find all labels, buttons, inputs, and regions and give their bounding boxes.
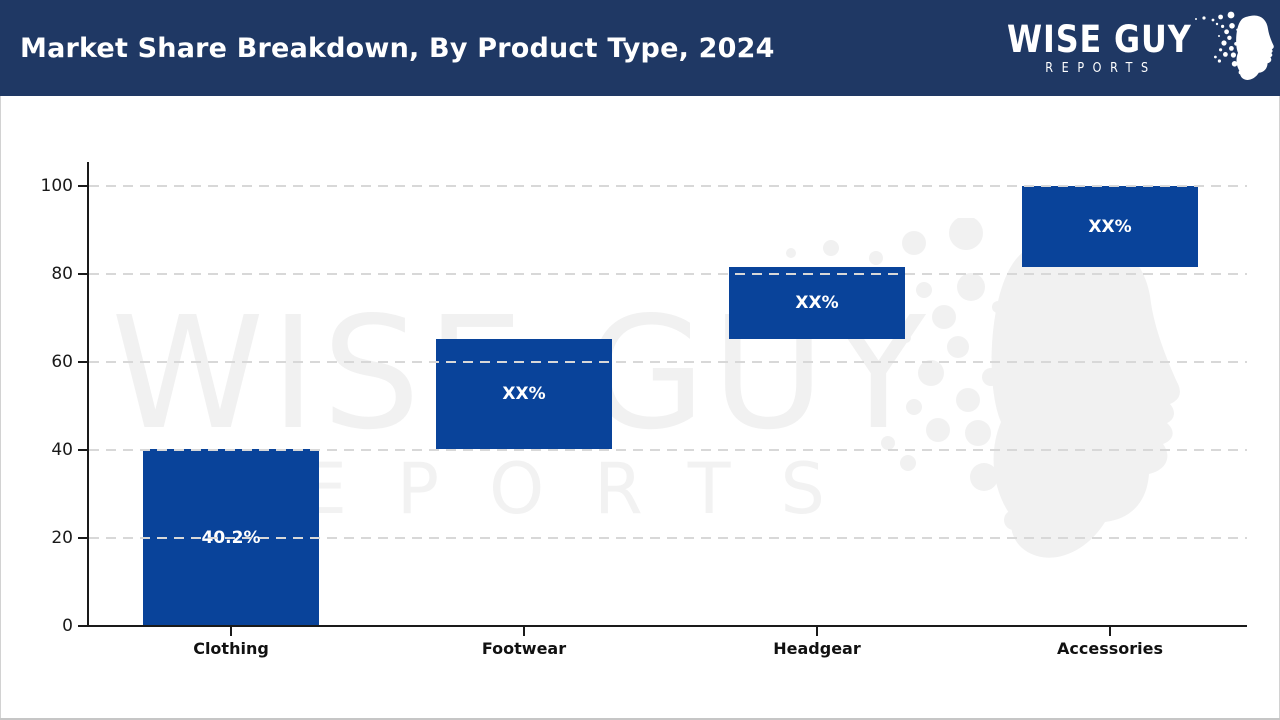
y-axis-tick-label: 60 [51,352,73,372]
x-axis-label-clothing: Clothing [193,639,269,658]
gridline-20 [89,537,1247,539]
x-axis-label-headgear: Headgear [773,639,861,658]
y-axis-tick-60 [78,361,88,363]
bar-value-label: XX% [795,293,839,314]
y-axis-tick-0 [78,625,88,627]
logo-text: WISE GUY REPORTS [1007,21,1192,76]
y-axis-tick-40 [78,449,88,451]
x-axis-line [87,625,1247,627]
wise-guy-logo: WISE GUY REPORTS [977,8,1274,88]
gridline-60 [89,361,1247,363]
chart-area: WISE GUY REPORTS 0 20 40 60 80 100 40.2% Clothi… [0,96,1280,718]
bar-headgear: XX% [729,267,905,340]
bar-accessories: XX% [1022,186,1198,268]
y-axis-tick-label: 100 [40,176,73,196]
bar-value-label: XX% [1088,216,1132,237]
x-axis-label-accessories: Accessories [1057,639,1163,658]
logo-head-icon [1195,11,1274,80]
x-axis-tick-headgear [816,627,818,636]
y-axis-tick-label: 0 [62,616,73,636]
page-title: Market Share Breakdown, By Product Type,… [20,32,775,64]
y-axis-tick-100 [78,185,88,187]
x-axis-tick-clothing [230,627,232,636]
bar-footwear: XX% [436,339,612,450]
gridline-100 [89,185,1247,187]
y-axis-tick-20 [78,537,88,539]
bar-value-label: XX% [502,384,546,405]
header-bar: Market Share Breakdown, By Product Type,… [0,0,1280,96]
watermark-head-icon [786,218,1180,558]
y-axis-line [87,162,89,627]
y-axis-tick-label: 20 [51,528,73,548]
y-axis-tick-label: 80 [51,264,73,284]
y-axis-tick-80 [78,273,88,275]
logo-wordmark: WISE GUY [1007,17,1192,61]
x-axis-tick-footwear [523,627,525,636]
logo-subtitle: REPORTS [1045,60,1158,76]
gridline-80 [89,273,1247,275]
y-axis-tick-label: 40 [51,440,73,460]
x-axis-label-footwear: Footwear [481,639,567,658]
x-axis-tick-accessories [1109,627,1111,636]
gridline-40 [89,449,1247,451]
